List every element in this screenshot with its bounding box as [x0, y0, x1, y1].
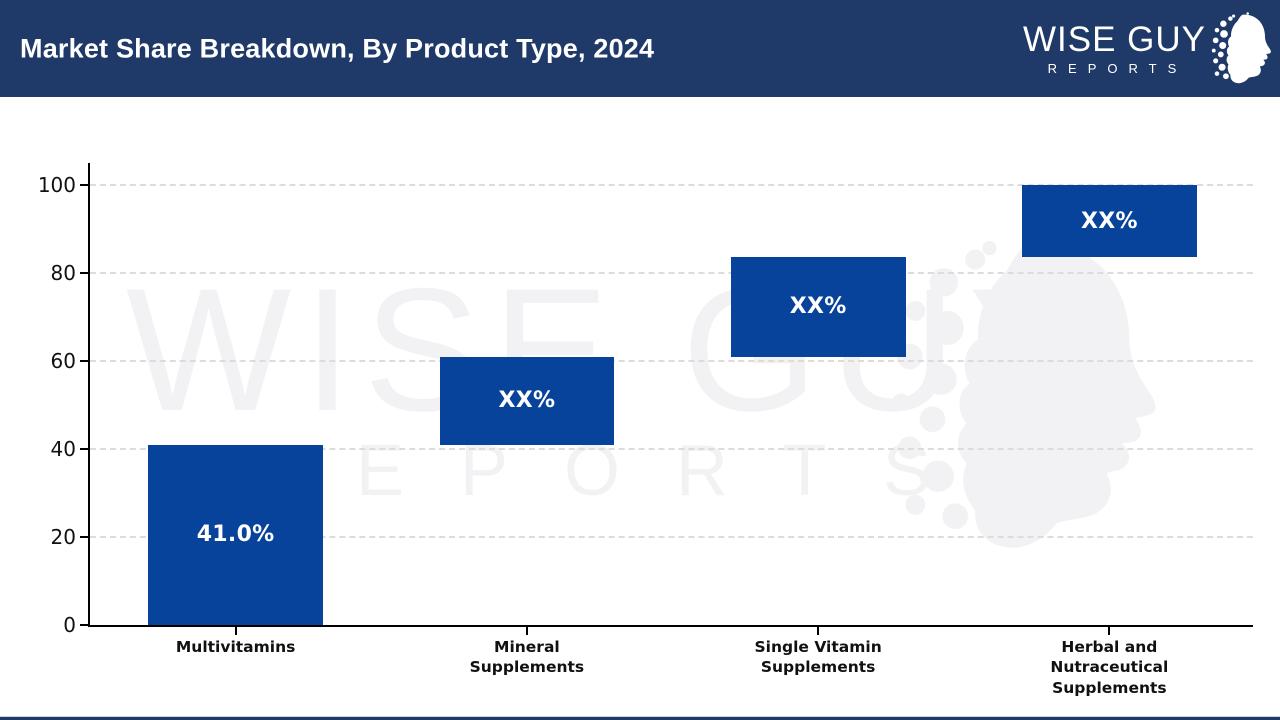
logo-subtitle: REPORTS [1047, 60, 1188, 76]
x-category-label: Multivitamins [175, 638, 296, 656]
y-tick-label: 60 [50, 349, 76, 373]
y-gridline [90, 536, 1253, 538]
y-tick-mark [80, 448, 88, 450]
y-tick-label: 100 [37, 173, 76, 197]
y-gridline [90, 272, 1253, 274]
x-category-label: Herbal and Nutraceutical Supplements [1050, 638, 1169, 697]
y-tick-label: 20 [50, 525, 76, 549]
y-tick-mark [80, 360, 88, 362]
x-tick-mark [1108, 627, 1111, 635]
bar-value-label: XX% [789, 294, 847, 320]
bar-mineral-supplements: XX% [439, 356, 615, 445]
x-tick-mark [525, 627, 528, 635]
header-bar: Market Share Breakdown, By Product Type,… [0, 0, 1280, 97]
bar-value-label: XX% [498, 388, 556, 414]
y-tick-mark [80, 272, 88, 274]
y-tick-mark [80, 536, 88, 538]
wiseguy-head-icon [1208, 9, 1272, 89]
bar-single-vitamin-supplements: XX% [730, 257, 906, 357]
chart-area: WISE GUY REPORTS 0 20 40 60 80 100 41.0% Multiv… [0, 97, 1280, 716]
y-gridline [90, 184, 1253, 186]
y-tick-label: 0 [63, 613, 76, 637]
y-gridline [90, 448, 1253, 450]
plot-area: 0 20 40 60 80 100 41.0% Multivitamins XX% Mineral… [38, 163, 1253, 697]
footer-strip [0, 716, 1280, 720]
logo-text: WISE GUY REPORTS [1023, 22, 1206, 76]
page-title: Market Share Breakdown, By Product Type,… [20, 33, 655, 63]
wiseguy-logo: WISE GUY REPORTS [1023, 0, 1272, 97]
bar-value-label: XX% [1080, 208, 1138, 234]
watermark-subtitle: REPORTS [248, 431, 987, 511]
x-tick-mark [817, 627, 820, 635]
y-tick-mark [80, 184, 88, 186]
logo-wordmark: WISE GUY [1022, 19, 1206, 59]
bar-multivitamins: 41.0% [148, 444, 323, 625]
y-tick-label: 80 [50, 261, 76, 285]
y-tick-mark [80, 624, 88, 626]
bar-value-label: 41.0% [196, 522, 275, 548]
x-tick-mark [234, 627, 237, 635]
x-category-label: Single Vitamin Supplements [754, 638, 882, 677]
y-tick-label: 40 [50, 437, 76, 461]
x-category-label: Mineral Supplements [469, 638, 585, 677]
bar-herbal-and-nutraceutical-supplements: XX% [1022, 185, 1197, 258]
y-gridline [90, 360, 1253, 362]
